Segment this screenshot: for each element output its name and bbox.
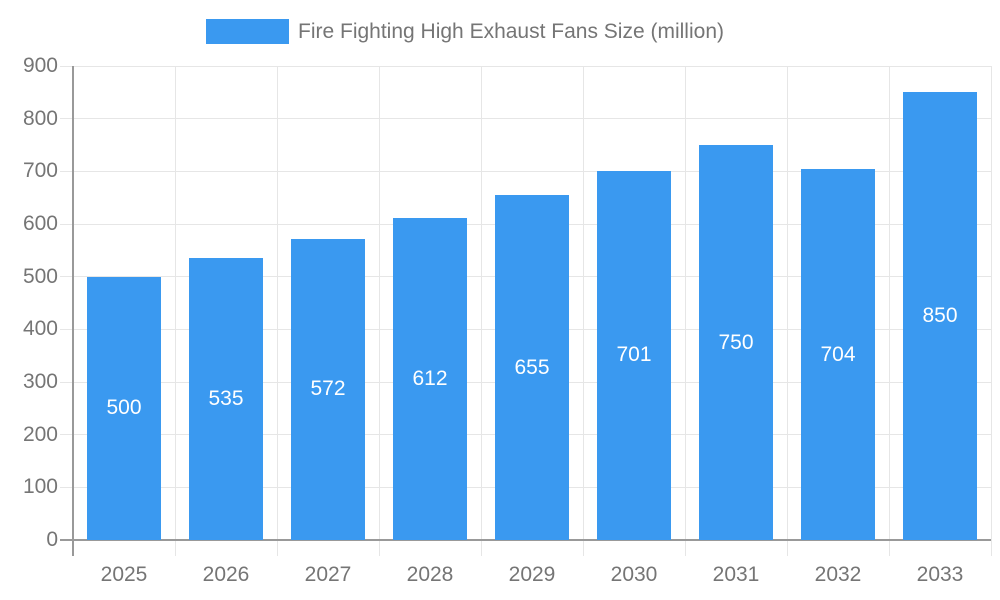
legend-swatch[interactable] — [206, 19, 289, 44]
y-axis-tick-label: 700 — [22, 159, 58, 183]
y-axis-tick-label: 0 — [46, 528, 58, 551]
legend[interactable]: Fire Fighting High Exhaust Fans Size (mi… — [206, 19, 724, 44]
bar-2026[interactable] — [189, 258, 263, 540]
bar-2029[interactable] — [495, 195, 569, 540]
bar-value-label: 500 — [106, 396, 142, 420]
bar-2025[interactable] — [87, 276, 161, 540]
x-axis-tick-label: 2028 — [406, 563, 454, 586]
x-axis-tick-label: 2026 — [202, 563, 250, 586]
y-gridline — [60, 65, 991, 67]
bar-value-label: 572 — [310, 377, 346, 401]
bar-value-label: 535 — [208, 387, 244, 411]
x-gridline — [990, 66, 992, 556]
y-axis-tick-label: 900 — [22, 54, 58, 77]
y-axis-tick-label: 200 — [22, 422, 58, 446]
x-gridline — [276, 66, 278, 556]
x-gridline — [786, 66, 788, 556]
bar-value-label: 701 — [616, 343, 652, 367]
bar-value-label: 850 — [922, 304, 958, 328]
bar-2028[interactable] — [393, 217, 467, 540]
x-axis-tick-label: 2029 — [508, 563, 556, 586]
y-axis-tick-label: 300 — [22, 370, 58, 393]
bar-2031[interactable] — [699, 145, 773, 540]
x-axis-tick-label: 2027 — [304, 563, 352, 586]
x-gridline — [888, 66, 890, 556]
x-axis-tick-label: 2031 — [712, 563, 760, 586]
bar-value-label: 655 — [514, 355, 550, 379]
y-axis-tick-label: 600 — [22, 212, 58, 235]
y-axis-line — [72, 66, 74, 556]
y-gridline — [60, 170, 991, 172]
bar-2027[interactable] — [291, 238, 365, 540]
bar-value-label: 750 — [718, 330, 754, 354]
y-gridline — [60, 118, 991, 120]
y-axis-tick-label: 100 — [22, 475, 58, 499]
y-axis-tick-label: 800 — [22, 106, 58, 130]
x-gridline — [378, 66, 380, 556]
bar-2032[interactable] — [801, 169, 875, 540]
bar-2033[interactable] — [903, 92, 977, 540]
bar-value-label: 612 — [412, 366, 448, 390]
x-gridline — [582, 66, 584, 556]
bar-value-label: 704 — [820, 342, 856, 366]
legend-label: Fire Fighting High Exhaust Fans Size (mi… — [298, 20, 724, 43]
x-axis-tick-label: 2033 — [916, 563, 964, 586]
y-axis-tick-label: 500 — [22, 264, 58, 288]
x-gridline — [480, 66, 482, 556]
x-axis-tick-label: 2030 — [610, 563, 658, 586]
x-gridline — [684, 66, 686, 556]
x-axis-tick-label: 2032 — [814, 563, 862, 586]
bar-2030[interactable] — [597, 170, 671, 540]
x-axis-tick-label: 2025 — [100, 563, 148, 586]
x-gridline — [174, 66, 176, 556]
x-axis-line — [60, 539, 991, 541]
y-axis-tick-label: 400 — [22, 317, 58, 341]
